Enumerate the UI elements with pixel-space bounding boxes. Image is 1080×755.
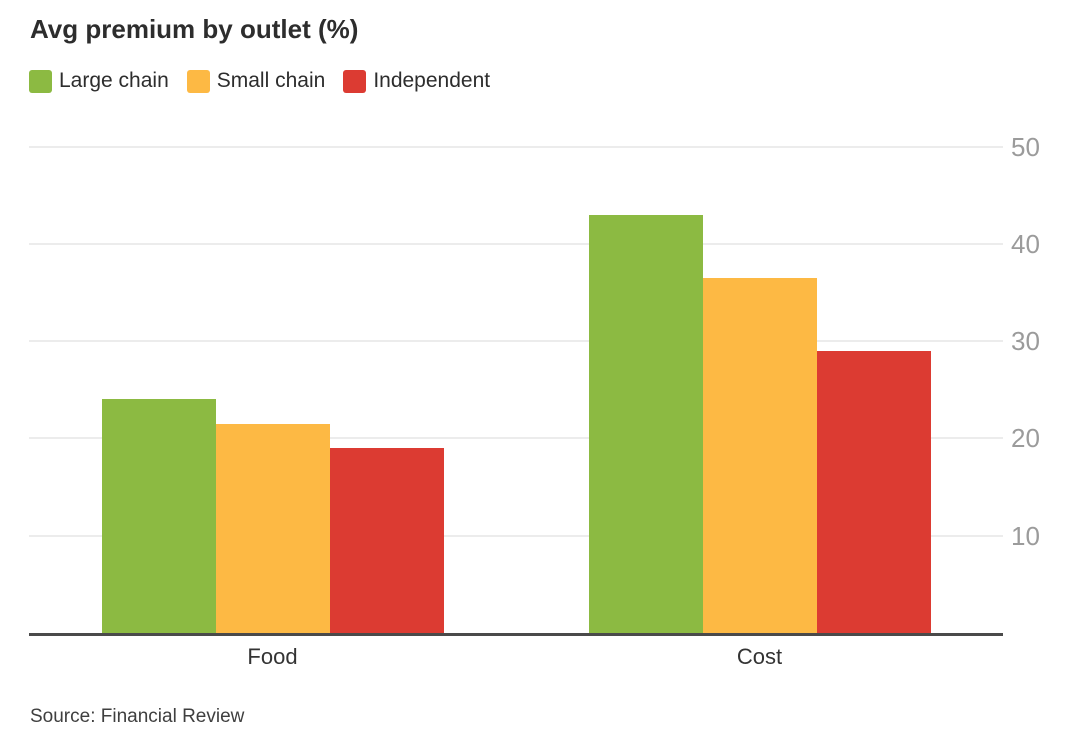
bar-food-independent <box>329 448 444 633</box>
bar-cost-small-chain <box>702 277 817 633</box>
bar-food-small-chain <box>215 423 330 633</box>
gridline-30 <box>29 340 1003 343</box>
y-tick-label-10: 10 <box>1011 520 1040 551</box>
bar-cost-independent <box>816 350 931 633</box>
x-axis-line <box>29 633 1003 636</box>
bar-food-large-chain <box>101 399 216 633</box>
legend-swatch-independent-icon <box>343 69 367 93</box>
legend: Large chain Small chain Independent <box>29 69 490 93</box>
legend-label-large-chain: Large chain <box>59 69 169 92</box>
legend-item-independent: Independent <box>343 69 490 93</box>
y-tick-label-30: 30 <box>1011 326 1040 357</box>
y-tick-label-40: 40 <box>1011 228 1040 259</box>
legend-swatch-large-chain-icon <box>29 69 52 93</box>
gridline-50 <box>29 145 1003 148</box>
category-label-cost: Cost <box>736 644 783 669</box>
chart-title: Avg premium by outlet (%) <box>30 14 359 44</box>
legend-item-large-chain: Large chain <box>29 69 169 93</box>
bar-cost-large-chain <box>588 214 703 633</box>
gridline-20 <box>29 437 1003 440</box>
legend-label-independent: Independent <box>373 69 491 92</box>
category-label-food: Food <box>247 644 298 669</box>
legend-swatch-small-chain-icon <box>186 69 210 93</box>
y-tick-label-50: 50 <box>1011 131 1040 162</box>
legend-item-small-chain: Small chain <box>186 69 326 93</box>
source-note: Source: Financial Review <box>30 706 245 727</box>
y-tick-label-20: 20 <box>1011 423 1040 454</box>
gridline-40 <box>29 242 1003 245</box>
gridline-10 <box>29 534 1003 537</box>
legend-label-small-chain: Small chain <box>216 69 326 92</box>
